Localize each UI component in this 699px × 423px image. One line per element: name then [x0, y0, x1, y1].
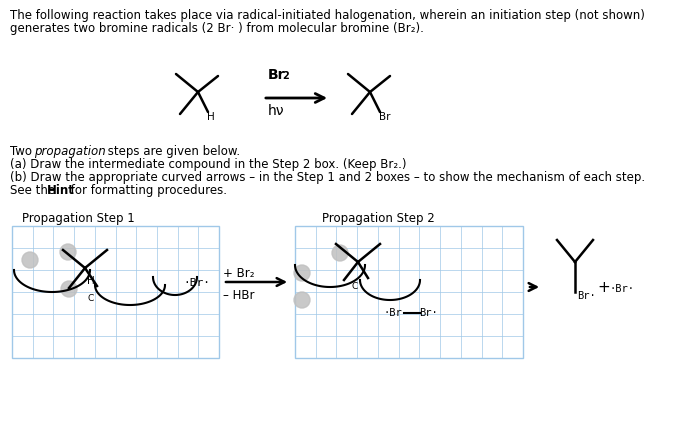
Circle shape: [294, 265, 310, 281]
Text: propagation: propagation: [34, 145, 106, 158]
Text: The following reaction takes place via radical-initiated halogenation, wherein a: The following reaction takes place via r…: [10, 9, 645, 22]
Text: ·Br·: ·Br·: [183, 278, 210, 288]
Text: Br·: Br·: [419, 308, 438, 318]
Text: H: H: [87, 276, 95, 286]
Text: C: C: [88, 294, 94, 303]
Text: (a) Draw the intermediate compound in the Step 2 box. (Keep Br₂.): (a) Draw the intermediate compound in th…: [10, 158, 407, 171]
Text: steps are given below.: steps are given below.: [104, 145, 240, 158]
Circle shape: [22, 252, 38, 268]
Text: Br: Br: [379, 112, 391, 122]
Circle shape: [332, 245, 348, 261]
Text: + Br₂: + Br₂: [223, 267, 254, 280]
Text: Two: Two: [10, 145, 36, 158]
Text: Propagation Step 2: Propagation Step 2: [322, 212, 435, 225]
Circle shape: [60, 244, 76, 260]
Bar: [295, 226, 523, 358]
Text: Br·: Br·: [577, 291, 596, 301]
Text: – HBr: – HBr: [223, 289, 254, 302]
Text: ·Br: ·Br: [384, 308, 403, 318]
Text: 2: 2: [282, 71, 289, 81]
Text: See the: See the: [10, 184, 59, 197]
Circle shape: [294, 292, 310, 308]
Text: H: H: [207, 112, 215, 122]
Text: ·Br·: ·Br·: [610, 284, 635, 294]
Text: +: +: [597, 280, 610, 295]
Bar: [12, 226, 219, 358]
Text: hν: hν: [268, 104, 284, 118]
Text: C: C: [352, 282, 359, 291]
Text: generates two bromine radicals (2 Br· ) from molecular bromine (Br₂).: generates two bromine radicals (2 Br· ) …: [10, 22, 424, 35]
Text: Hint: Hint: [47, 184, 75, 197]
Text: (b) Draw the appropriate curved arrows – in the Step 1 and 2 boxes – to show the: (b) Draw the appropriate curved arrows –…: [10, 171, 645, 184]
Text: Propagation Step 1: Propagation Step 1: [22, 212, 135, 225]
Circle shape: [61, 281, 77, 297]
Text: for formatting procedures.: for formatting procedures.: [67, 184, 227, 197]
Text: Br: Br: [268, 68, 285, 82]
